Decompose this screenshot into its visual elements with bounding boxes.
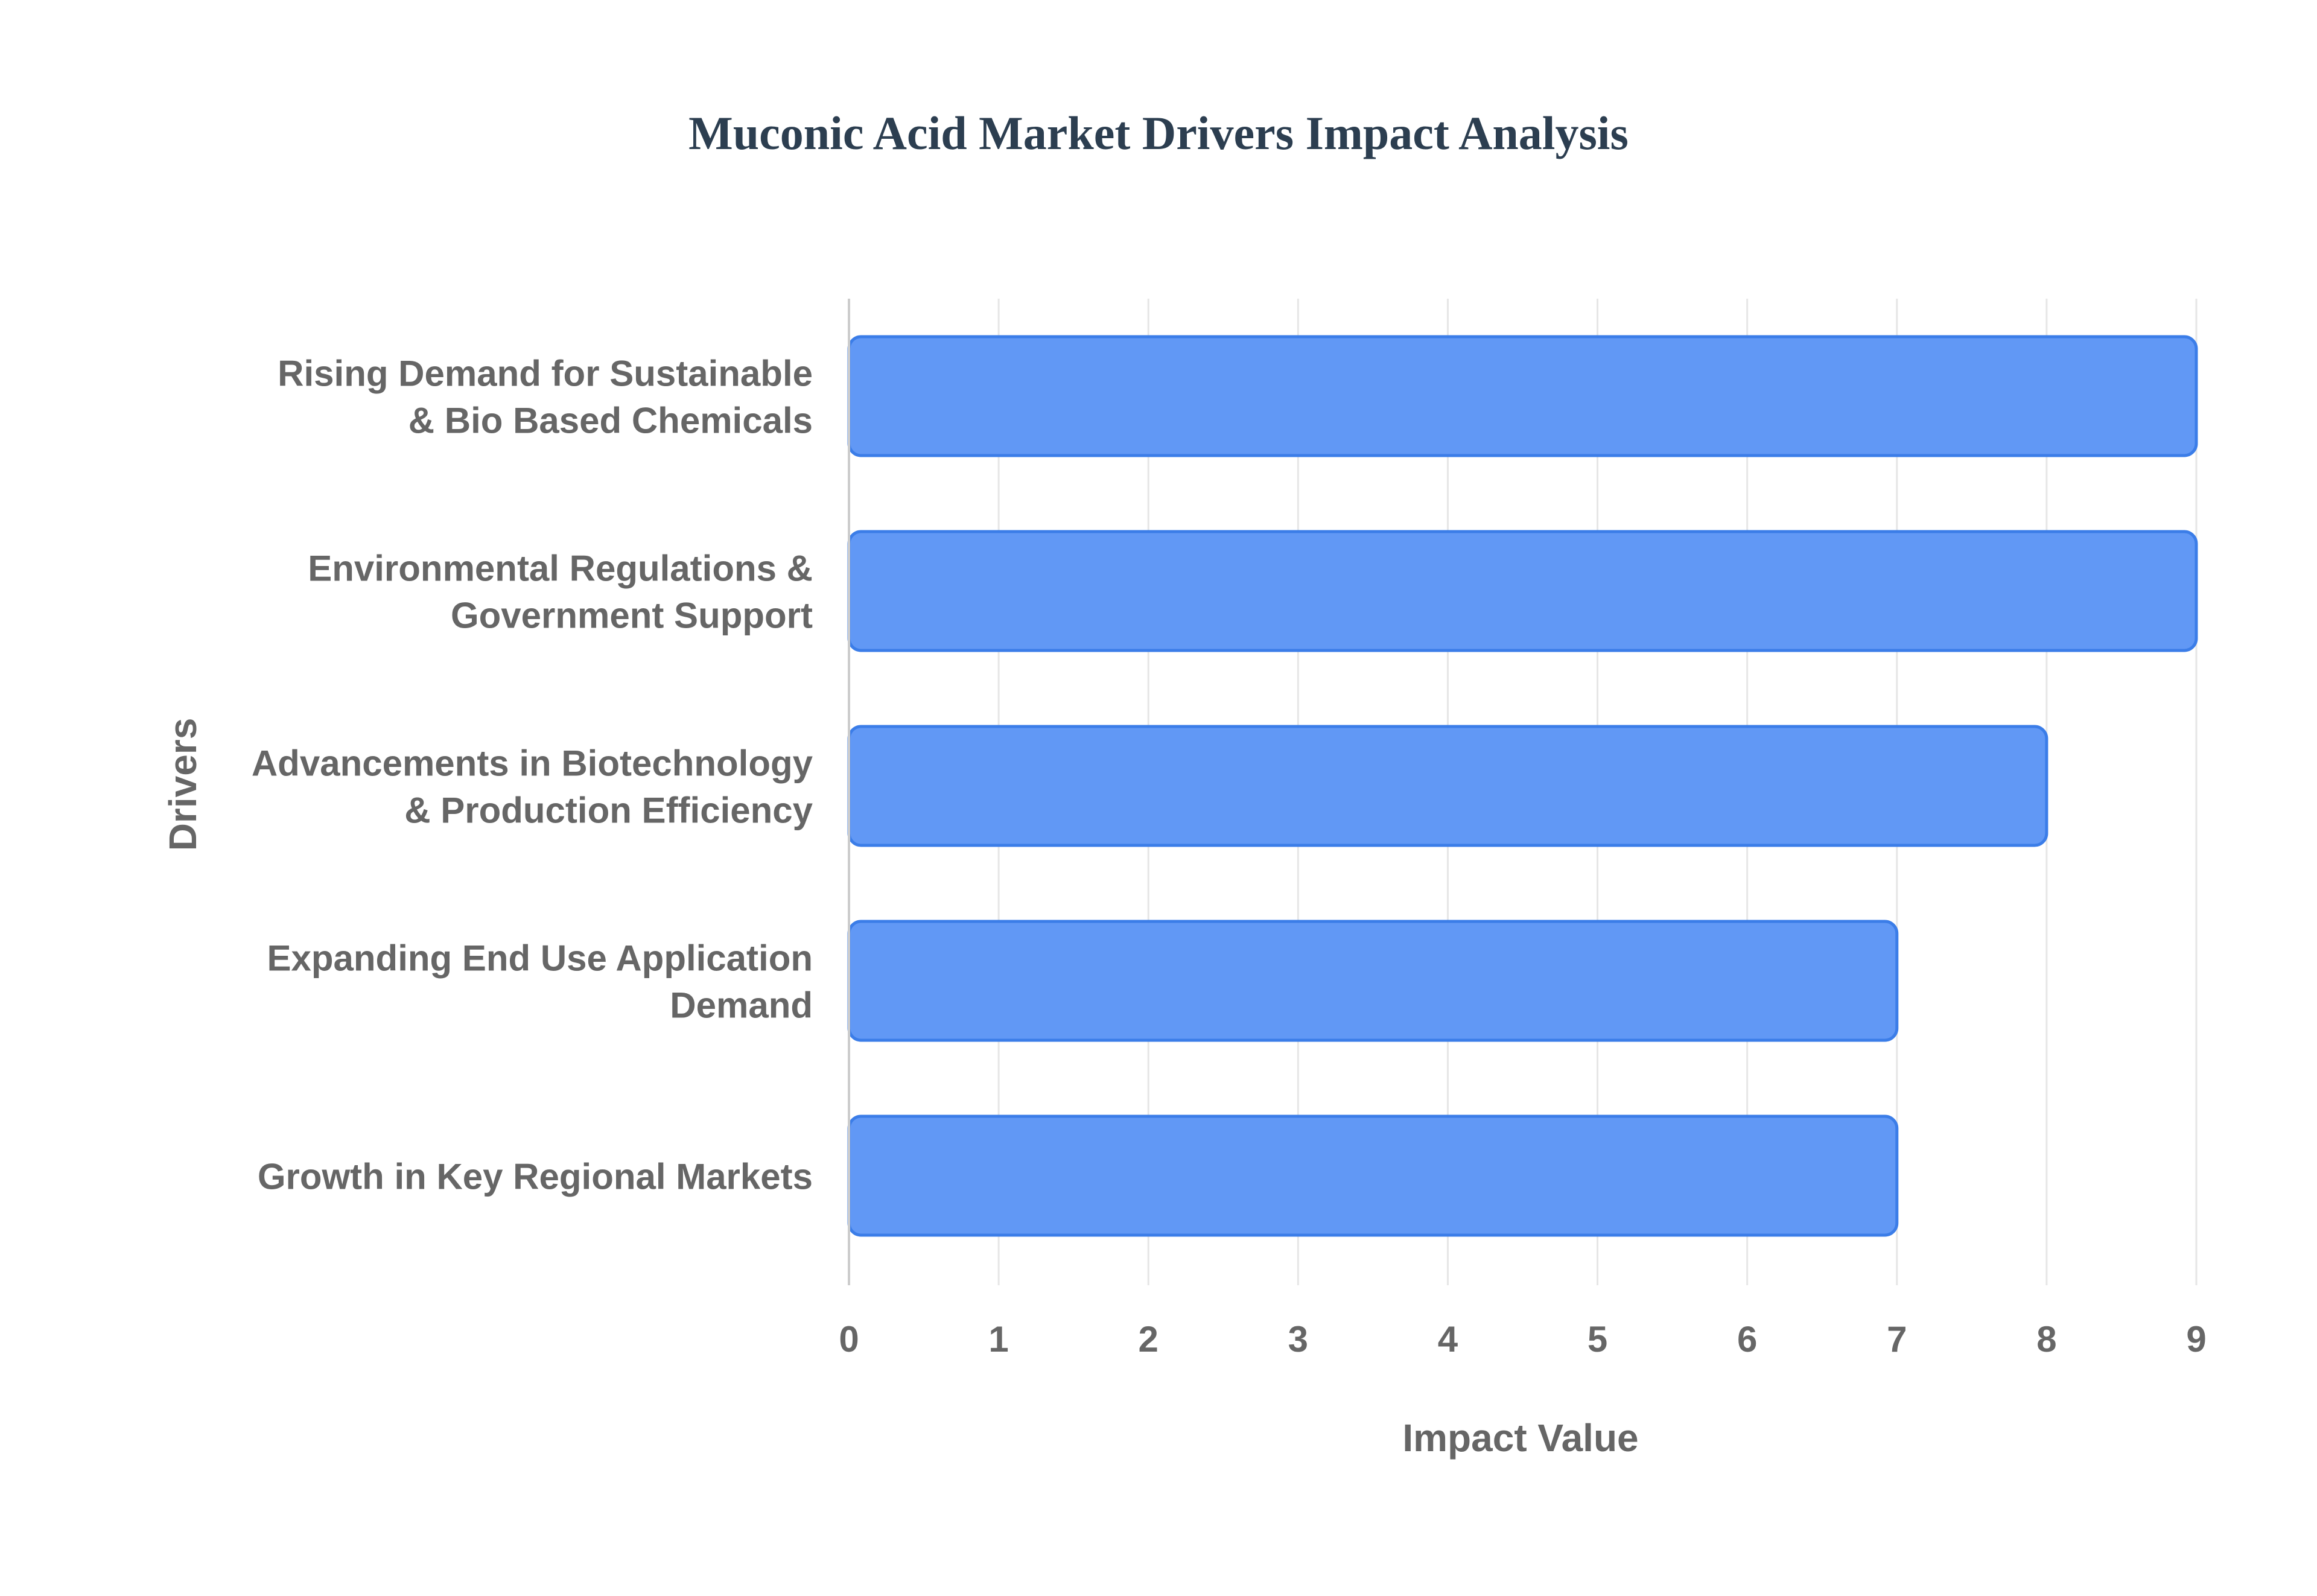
x-tick-label-0: 0 xyxy=(839,1319,859,1359)
category-label-line: Expanding End Use Application xyxy=(267,938,813,979)
x-tick-label-3: 3 xyxy=(1288,1319,1308,1359)
y-axis-label: Drivers xyxy=(161,718,205,851)
category-label-line: & Production Efficiency xyxy=(404,790,813,831)
chart-title: Muconic Acid Market Drivers Impact Analy… xyxy=(688,107,1629,159)
x-tick-label-2: 2 xyxy=(1139,1319,1158,1359)
x-tick-label-6: 6 xyxy=(1737,1319,1757,1359)
bar-5 xyxy=(847,1114,1899,1237)
category-label-2: Environmental Regulations & Government Su… xyxy=(308,548,813,636)
category-label-4: Expanding End Use Application Demand xyxy=(267,938,813,1026)
bar-2 xyxy=(847,530,2198,652)
category-label-5: Growth in Key Regional Markets xyxy=(258,1157,813,1197)
bar-4 xyxy=(847,920,1899,1042)
category-label-1: Rising Demand for Sustainable & Bio Based… xyxy=(278,354,813,441)
category-label-line: Environmental Regulations & xyxy=(308,548,813,589)
category-label-line: Advancements in Biotechnology xyxy=(252,743,813,784)
category-label-line: & Bio Based Chemicals xyxy=(408,401,813,441)
bars xyxy=(847,335,2198,1237)
y-axis-category-labels: Rising Demand for Sustainable & Bio Based… xyxy=(252,354,813,1197)
category-label-line: Demand xyxy=(670,985,813,1026)
x-tick-label-9: 9 xyxy=(2186,1319,2206,1359)
category-label-line: Government Support xyxy=(451,596,813,636)
bar-3 xyxy=(847,725,2048,847)
category-label-line: Growth in Key Regional Markets xyxy=(258,1157,813,1197)
bar-1 xyxy=(847,335,2198,457)
x-tick-label-4: 4 xyxy=(1438,1319,1458,1359)
category-label-3: Advancements in Biotechnology & Productio… xyxy=(252,743,813,831)
category-label-line: Rising Demand for Sustainable xyxy=(278,354,813,394)
x-tick-label-8: 8 xyxy=(2036,1319,2056,1359)
x-tick-label-1: 1 xyxy=(988,1319,1008,1359)
x-tick-label-7: 7 xyxy=(1887,1319,1907,1359)
x-tick-label-5: 5 xyxy=(1588,1319,1607,1359)
x-axis-ticks: 0 1 2 3 4 5 6 7 8 9 xyxy=(839,1319,2206,1359)
x-axis-label: Impact Value xyxy=(1402,1416,1638,1460)
